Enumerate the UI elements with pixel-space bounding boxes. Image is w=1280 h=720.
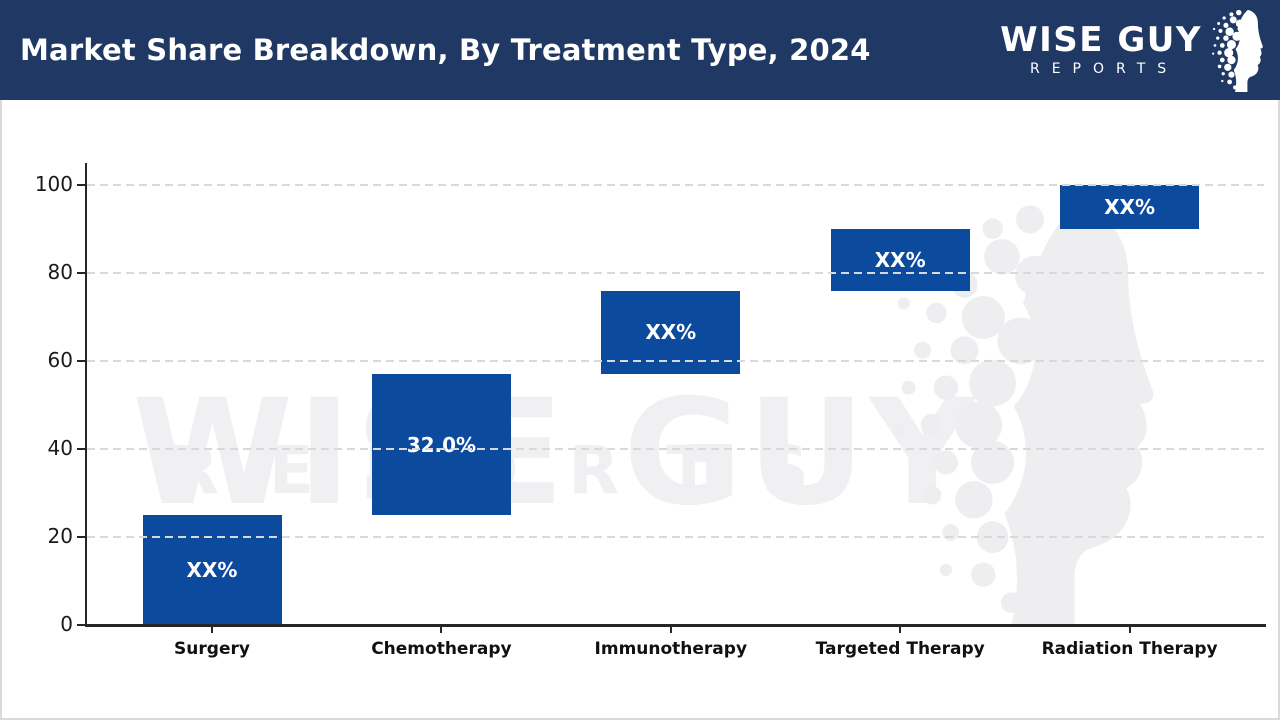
- y-tick-label-20: 20: [47, 524, 73, 548]
- x-tick-1: [440, 627, 443, 633]
- y-tick-0: [77, 624, 85, 626]
- y-tick-label-80: 80: [47, 260, 73, 284]
- y-tick-label-40: 40: [47, 436, 73, 460]
- header-banner: Market Share Breakdown, By Treatment Typ…: [0, 0, 1280, 100]
- x-tick-3: [899, 627, 902, 633]
- bar-value-label: XX%: [874, 247, 926, 272]
- x-category-label-1: Chemotherapy: [371, 639, 512, 659]
- y-tick-20: [77, 536, 85, 538]
- watermark-tagline: REPORTS: [168, 432, 859, 509]
- gridline-40: [87, 448, 1264, 450]
- gridline-100: [87, 184, 1264, 186]
- x-category-label-0: Surgery: [174, 639, 250, 659]
- bar-targeted-therapy: XX%: [830, 229, 970, 291]
- y-tick-60: [77, 360, 85, 362]
- x-category-label-4: Radiation Therapy: [1041, 639, 1218, 659]
- bar-value-label: XX%: [1104, 195, 1156, 219]
- bar-value-label: 32.0%: [406, 432, 477, 457]
- bar-radiation-therapy: XX%: [1060, 185, 1200, 229]
- logo-tagline: REPORTS: [1029, 60, 1179, 77]
- logo-text: WISE GUY REPORTS: [1000, 20, 1202, 77]
- watermark-head-profile-icon: [893, 205, 1154, 626]
- x-tick-0: [211, 627, 213, 633]
- x-category-label-3: Targeted Therapy: [815, 639, 985, 659]
- x-category-label-2: Immunotherapy: [594, 639, 748, 659]
- bar-value-label: XX%: [645, 320, 697, 345]
- gridline-80: [87, 272, 1264, 274]
- y-axis-line: [85, 163, 87, 627]
- bar-chemotherapy: 32.0%: [371, 374, 511, 515]
- chart-canvas: WISE GUY REPORTS 0 20 40 60 80 100 XX% Surgery 3…: [0, 100, 1280, 720]
- bar-value-label: XX%: [186, 558, 238, 582]
- y-tick-label-100: 100: [34, 172, 73, 196]
- y-tick-label-60: 60: [47, 348, 73, 372]
- x-axis-line: [85, 624, 1266, 627]
- gridline-20: [87, 536, 1264, 538]
- x-tick-2: [669, 627, 672, 633]
- y-tick-label-0: 0: [60, 612, 73, 636]
- wiseguy-logo: WISE GUY REPORTS: [1000, 6, 1266, 94]
- logo-wordmark: WISE GUY: [1000, 20, 1202, 61]
- x-tick-4: [1128, 627, 1131, 633]
- y-tick-80: [77, 272, 85, 274]
- bar-surgery: XX%: [142, 515, 282, 625]
- chart-title: Market Share Breakdown, By Treatment Typ…: [20, 33, 871, 67]
- watermark-wordmark: WISE GUY: [132, 368, 980, 538]
- gridline-60: [87, 360, 1264, 362]
- y-tick-100: [77, 184, 85, 186]
- head-profile-icon: [1212, 9, 1263, 92]
- y-tick-40: [77, 448, 85, 450]
